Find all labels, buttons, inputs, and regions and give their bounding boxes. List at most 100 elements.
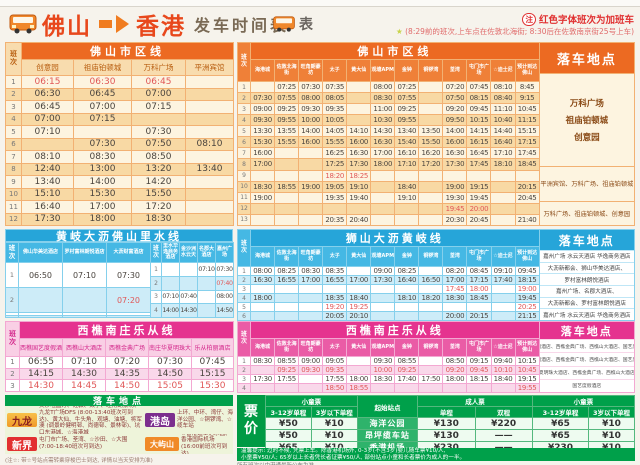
empty-cell [370,293,396,303]
time-cell: 11:00 [370,103,396,116]
empty-cell [418,365,444,375]
pink_r-col-header-10: ☆迪士尼 [490,338,516,357]
time-cell: 13:40 [394,125,420,138]
time-cell: 06:45 [73,87,132,101]
time-cell: 07:20 [105,356,149,369]
trip-number: 5 [236,125,252,138]
pink_r-dropoff-box: 落车地点乐从柏丽酒店、西樵金典广场、西樵山大酒店、国艺度假酒店乐从柏丽酒店、西樵… [540,322,634,392]
pink_r-trip-column-header: 班次 [236,321,252,357]
time-cell: 14:50 [148,367,192,381]
time-cell: 16:10 [394,147,420,160]
empty-cell [322,284,348,294]
time-cell: 08:45 [466,266,492,276]
time-cell: 07:10 [62,262,107,288]
time-cell: 17:20 [131,200,186,214]
time-cell: 07:45 [466,80,492,94]
empty-cell [250,80,276,94]
trip-number: 2 [5,367,20,381]
pink_r-grid: 班次西樵南庄乐从线落车地点乐从柏丽酒店、西樵金典广场、西樵山大酒店、国艺度假酒店… [236,321,636,393]
star-icon: ★ [396,27,403,36]
fare-adult-round: ¥220 [474,417,533,430]
trip-number: 10 [236,180,252,193]
foshan-city-line-return-table: 班次佛山市区线 落车地点 万科广场 祖庙铂顿城 创意园 平洲宾馆、万科广场、祖庙铂顿城 万科… [236,42,636,227]
empty-cell [346,284,372,294]
blue_b-col-header-3: 嘉州广场 [215,242,234,263]
time-cell: 16:30 [346,147,372,160]
blue_r-dropoff-group-0: 嘉州广场 水云天酒店 华逸商务酒店 [540,250,634,262]
time-cell: 08:55 [394,356,420,366]
time-cell: 20:45 [466,213,492,227]
time-cell: 18:20 [322,169,348,182]
time-cell: 17:00 [298,275,324,285]
time-cell: 20:15 [514,180,540,193]
lantau-label: 大屿山 [145,437,179,451]
blue_r-dropoff-group-2: 罗村富林朗悦酒店 [540,273,634,286]
empty-cell [250,213,276,227]
time-cell: 08:30 [370,92,396,105]
time-cell: 14:15 [466,125,492,138]
time-cell: 10:45 [514,103,540,116]
time-cell: 09:45 [466,103,492,116]
time-cell: 19:10 [394,191,420,204]
dropoff-group-newterritories: 新界 屯门市广场、荃湾、☆沙田、☆大围 (7:00-18:40班次可到达) [5,434,143,454]
empty-cell [250,383,276,393]
empty-cell [490,311,516,321]
time-cell: 09:30 [298,103,324,116]
bus-icon [9,14,37,34]
title-to: 香港 [136,14,186,40]
fs_right-col-header-1: 佐敦北海街 [274,59,300,82]
fare-grid: 小童票 起始站点 成人票 小童票 3-12岁单程 3岁以下单程 单程 双程 3-12岁单程 3岁以… [265,395,636,454]
trip-number: 7 [236,147,252,160]
empty-cell [442,383,468,393]
time-cell: 06:30 [73,75,132,89]
time-cell: 16:00 [442,136,468,149]
trip-number: 8 [5,162,22,176]
empty-cell [442,302,468,312]
time-cell: 06:55 [19,356,63,369]
empty-cell [346,356,372,366]
empty-cell [346,80,372,94]
trip-number: 3 [5,379,20,392]
pink_r-dropoff-group-3: 国艺度假酒店 [540,378,634,392]
empty-cell [185,212,234,226]
pink_r-col-header-8: 荃湾 [442,338,468,357]
blue_r-col-header-4: 黄大仙 [346,246,372,267]
empty-cell [298,383,324,393]
fare-label: 票价 [237,395,265,447]
trip-number: 1 [236,356,252,366]
time-cell: 09:55 [394,114,420,127]
empty-cell [418,169,444,182]
fs_right-col-header-9: 屯门市广场 [466,59,492,82]
blue_a-trip-column-header: 班次 [5,242,19,263]
time-cell: 16:55 [322,275,348,285]
empty-cell [370,169,396,182]
empty-cell [418,302,444,312]
time-cell: 18:40 [394,180,420,193]
empty-cell [298,158,324,171]
time-cell: 07:55 [274,92,300,105]
time-cell: 09:30 [370,356,396,366]
time-cell: 09:10 [490,266,516,276]
empty-cell [298,213,324,227]
time-cell: 07:50 [131,137,186,151]
time-cell: 07:50 [442,92,468,105]
pink_r-col-header-4: 黄大仙 [346,338,372,357]
empty-cell [197,303,216,318]
empty-cell [418,356,444,366]
time-cell: 17:15 [466,275,492,285]
time-cell: 18:55 [346,383,372,393]
time-cell: 08:00 [250,266,276,276]
empty-cell [179,262,198,277]
pink_r-col-header-0: 海港城 [250,338,276,357]
dropoff-section: 九龙 尖沙咀国方、佐敦、太子、旺角朗豪坊、九龙T广场DFS (8:00-13:4… [5,406,233,454]
time-cell: 10:45 [514,365,540,375]
blue_r-col-header-9: 屯门市广场 [466,246,492,267]
empty-cell [346,114,372,127]
empty-cell [514,169,540,182]
pink_r-dropoff-group-1: 乐从柏丽酒店、西樵金典广场、西樵山大酒店、国艺度假酒店 [540,352,634,366]
time-cell: 14:20 [131,175,186,189]
empty-cell [490,293,516,303]
empty-cell [418,284,444,294]
time-cell: 09:25 [394,365,420,375]
blue_b-col-header-2: 名郡大酒店 [197,242,216,263]
